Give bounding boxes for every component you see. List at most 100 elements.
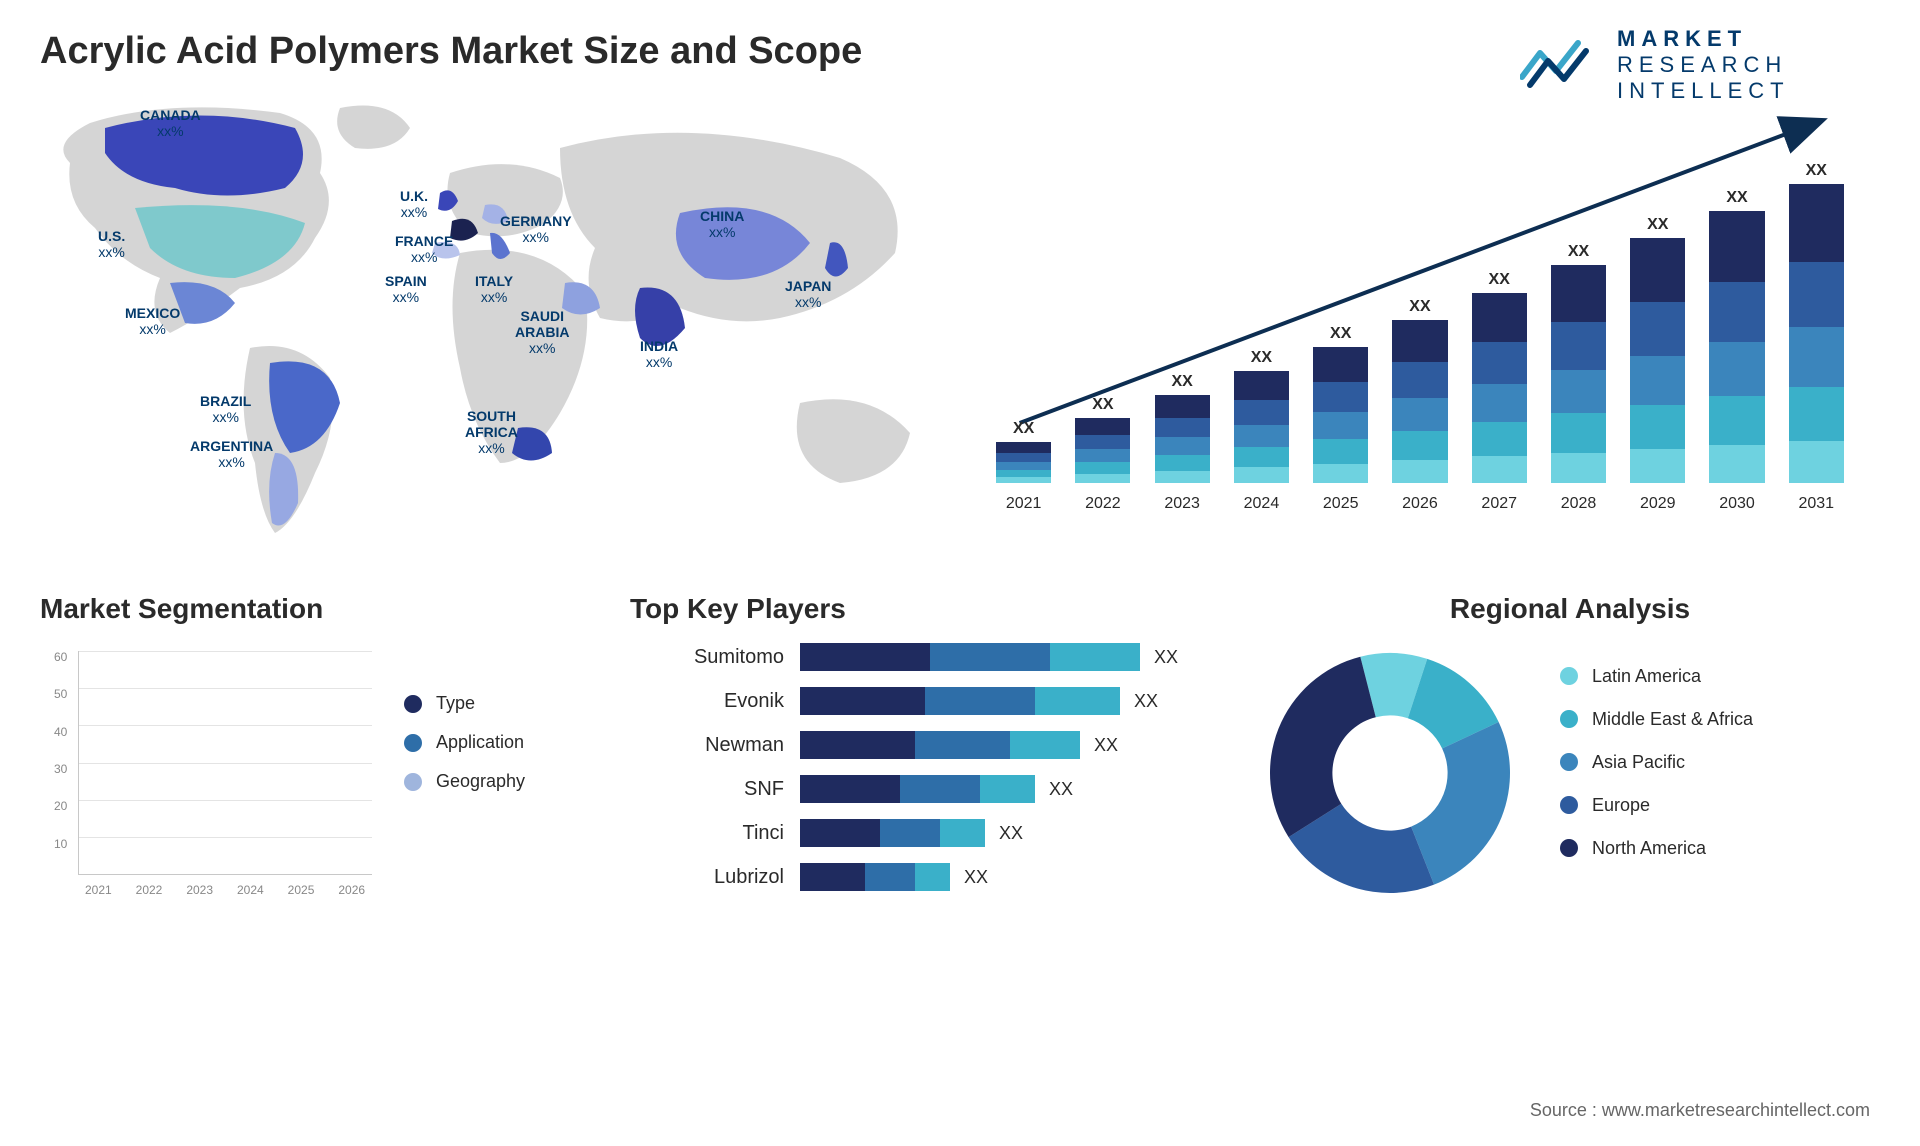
players-title: Top Key Players [630, 593, 1250, 625]
seg-ytick: 20 [54, 799, 67, 813]
player-label: Evonik [630, 687, 800, 715]
forecast-bar-2031: XX [1783, 143, 1850, 483]
map-label-india: INDIAxx% [640, 338, 678, 370]
forecast-year-label: 2022 [1069, 495, 1136, 513]
forecast-value-label: XX [1092, 396, 1113, 414]
forecast-year-label: 2023 [1149, 495, 1216, 513]
forecast-value-label: XX [1409, 298, 1430, 316]
legend-label: North America [1592, 838, 1706, 859]
map-label-germany: GERMANYxx% [500, 213, 572, 245]
legend-label: Middle East & Africa [1592, 709, 1753, 730]
forecast-bar-2028: XX [1545, 143, 1612, 483]
legend-label: Application [436, 732, 524, 753]
legend-swatch [404, 734, 422, 752]
seg-year-label: 2023 [179, 883, 220, 897]
forecast-bar-2026: XX [1386, 143, 1453, 483]
forecast-year-label: 2024 [1228, 495, 1295, 513]
forecast-year-label: 2025 [1307, 495, 1374, 513]
player-row-snf: XX [800, 775, 1230, 803]
forecast-value-label: XX [1171, 373, 1192, 391]
logo-line2: RESEARCH [1617, 52, 1790, 78]
legend-swatch [1560, 667, 1578, 685]
legend-label: Europe [1592, 795, 1650, 816]
forecast-bar-2025: XX [1307, 143, 1374, 483]
map-label-brazil: BRAZILxx% [200, 393, 251, 425]
players-section: Top Key Players SumitomoEvonikNewmanSNFT… [630, 593, 1250, 903]
seg-ytick: 10 [54, 837, 67, 851]
player-label: Lubrizol [630, 863, 800, 891]
forecast-year-label: 2031 [1783, 495, 1850, 513]
player-label: Newman [630, 731, 800, 759]
player-value: XX [964, 867, 988, 888]
map-label-italy: ITALYxx% [475, 273, 513, 305]
map-label-china: CHINAxx% [700, 208, 744, 240]
player-value: XX [1049, 779, 1073, 800]
forecast-bar-2021: XX [990, 143, 1057, 483]
seg-ytick: 60 [54, 650, 67, 664]
forecast-bar-2027: XX [1466, 143, 1533, 483]
forecast-year-label: 2028 [1545, 495, 1612, 513]
donut-slice-north-america [1270, 657, 1376, 837]
seg-legend-item: Type [404, 693, 525, 714]
forecast-bar-2024: XX [1228, 143, 1295, 483]
player-row-tinci: XX [800, 819, 1230, 847]
legend-label: Type [436, 693, 475, 714]
seg-year-label: 2022 [129, 883, 170, 897]
forecast-value-label: XX [1726, 189, 1747, 207]
legend-swatch [1560, 796, 1578, 814]
forecast-year-label: 2029 [1624, 495, 1691, 513]
forecast-value-label: XX [1568, 243, 1589, 261]
forecast-bar-2030: XX [1703, 143, 1770, 483]
map-label-us: U.S.xx% [98, 228, 125, 260]
segmentation-chart: 202120222023202420252026 102030405060 [40, 643, 380, 903]
legend-swatch [1560, 839, 1578, 857]
player-row-evonik: XX [800, 687, 1230, 715]
forecast-bar-2029: XX [1624, 143, 1691, 483]
forecast-year-label: 2026 [1386, 495, 1453, 513]
legend-swatch [1560, 753, 1578, 771]
map-label-uk: U.K.xx% [400, 188, 428, 220]
forecast-year-label: 2021 [990, 495, 1057, 513]
world-map: CANADAxx% U.S.xx% MEXICOxx% BRAZILxx% ARGENT… [40, 93, 970, 553]
forecast-value-label: XX [1013, 420, 1034, 438]
player-value: XX [1094, 735, 1118, 756]
map-label-southafrica: SOUTHAFRICAxx% [465, 408, 518, 456]
seg-year-label: 2025 [281, 883, 322, 897]
seg-ytick: 40 [54, 725, 67, 739]
player-row-newman: XX [800, 731, 1230, 759]
player-value: XX [1154, 647, 1178, 668]
seg-legend-item: Application [404, 732, 525, 753]
map-label-canada: CANADAxx% [140, 107, 201, 139]
map-label-spain: SPAINxx% [385, 273, 427, 305]
regional-donut [1260, 643, 1520, 903]
legend-swatch [1560, 710, 1578, 728]
player-label: Tinci [630, 819, 800, 847]
forecast-year-label: 2027 [1466, 495, 1533, 513]
map-label-mexico: MEXICOxx% [125, 305, 180, 337]
forecast-bar-2022: XX [1069, 143, 1136, 483]
region-legend-item: Latin America [1560, 666, 1753, 687]
regional-legend: Latin America Middle East & Africa Asia Pa… [1560, 666, 1753, 881]
forecast-value-label: XX [1806, 162, 1827, 180]
region-legend-item: Europe [1560, 795, 1753, 816]
logo-icon [1520, 35, 1605, 95]
legend-label: Asia Pacific [1592, 752, 1685, 773]
player-value: XX [999, 823, 1023, 844]
map-label-argentina: ARGENTINAxx% [190, 438, 273, 470]
regional-section: Regional Analysis Latin AmericaMiddle Ea… [1260, 593, 1880, 903]
forecast-year-label: 2030 [1703, 495, 1770, 513]
player-row-lubrizol: XX [800, 863, 1230, 891]
forecast-value-label: XX [1489, 271, 1510, 289]
region-legend-item: Asia Pacific [1560, 752, 1753, 773]
source-label: Source : www.marketresearchintellect.com [1530, 1100, 1870, 1121]
forecast-chart: XX XX XX XX XX XX XX XX XX XX XX 2021 2022 2023 2024 2… [970, 93, 1880, 553]
forecast-value-label: XX [1330, 325, 1351, 343]
player-label: Sumitomo [630, 643, 800, 671]
legend-label: Latin America [1592, 666, 1701, 687]
legend-swatch [404, 773, 422, 791]
segmentation-legend: Type Application Geography [404, 693, 525, 903]
region-legend-item: Middle East & Africa [1560, 709, 1753, 730]
map-label-japan: JAPANxx% [785, 278, 831, 310]
seg-legend-item: Geography [404, 771, 525, 792]
forecast-value-label: XX [1251, 349, 1272, 367]
